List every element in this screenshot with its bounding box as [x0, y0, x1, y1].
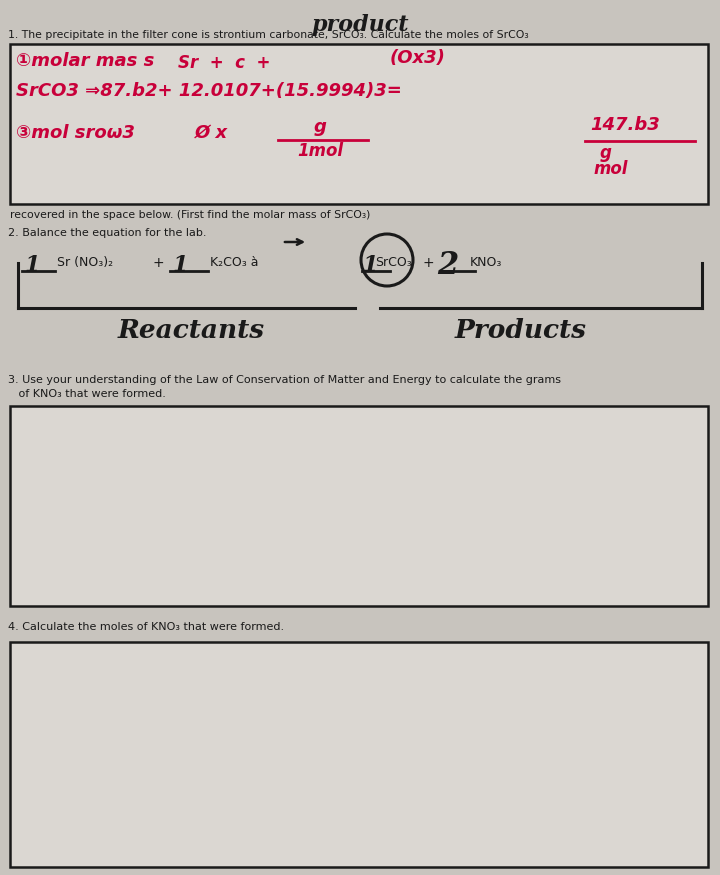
Text: KNO₃: KNO₃: [470, 256, 503, 269]
Text: ③mol sroω3: ③mol sroω3: [16, 124, 135, 142]
Text: Ø x: Ø x: [195, 124, 228, 142]
Text: mol: mol: [593, 160, 628, 178]
Text: 147.b3: 147.b3: [590, 116, 660, 134]
Text: 3. Use your understanding of the Law of Conservation of Matter and Energy to cal: 3. Use your understanding of the Law of …: [8, 375, 561, 385]
Text: 1: 1: [363, 254, 379, 276]
Text: product: product: [311, 14, 409, 36]
Text: SrCO3 ⇒87.b2+ 12.0107+(15.9994)3=: SrCO3 ⇒87.b2+ 12.0107+(15.9994)3=: [16, 82, 402, 100]
Text: 1. The precipitate in the filter cone is strontium carbonate, SrCO₃. Calculate t: 1. The precipitate in the filter cone is…: [8, 30, 528, 40]
Text: Sr (NO₃)₂: Sr (NO₃)₂: [57, 256, 113, 269]
Text: recovered in the space below. (First find the molar mass of SrCO₃): recovered in the space below. (First fin…: [10, 210, 370, 220]
Text: Reactants: Reactants: [118, 318, 265, 343]
Text: of KNO₃ that were formed.: of KNO₃ that were formed.: [8, 389, 166, 399]
FancyBboxPatch shape: [10, 642, 708, 867]
Text: (Ox3): (Ox3): [390, 49, 446, 67]
Text: 2. Balance the equation for the lab.: 2. Balance the equation for the lab.: [8, 228, 207, 238]
Text: g: g: [314, 118, 326, 136]
Text: ①molar mas s: ①molar mas s: [16, 52, 154, 70]
Text: 2: 2: [437, 250, 458, 281]
Text: Products: Products: [455, 318, 587, 343]
FancyBboxPatch shape: [10, 44, 708, 204]
Text: 4. Calculate the moles of KNO₃ that were formed.: 4. Calculate the moles of KNO₃ that were…: [8, 622, 284, 632]
Text: 1: 1: [25, 254, 40, 276]
Text: SrCO₃: SrCO₃: [375, 256, 412, 269]
Text: 1: 1: [173, 254, 189, 276]
Text: +: +: [153, 256, 165, 270]
Text: g: g: [600, 144, 612, 162]
Text: +: +: [422, 256, 433, 270]
Text: 1mol: 1mol: [297, 142, 343, 160]
Text: K₂CO₃ à: K₂CO₃ à: [210, 256, 258, 269]
Text: Sr  +  c  +: Sr + c +: [178, 54, 271, 72]
FancyBboxPatch shape: [10, 406, 708, 606]
